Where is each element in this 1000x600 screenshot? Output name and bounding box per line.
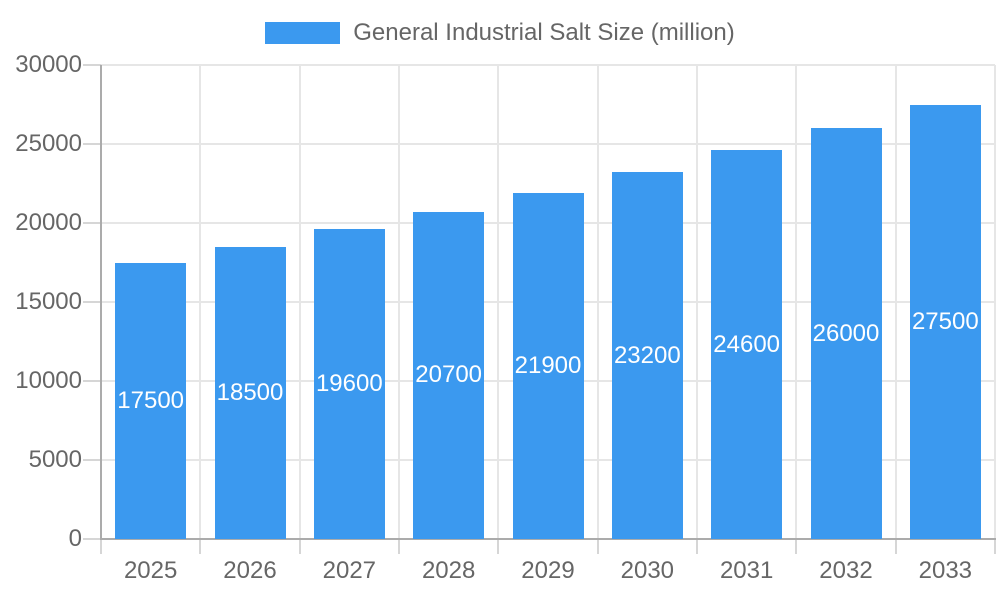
bar[interactable] <box>909 104 981 539</box>
x-tick <box>894 539 897 554</box>
bar-value-label: 17500 <box>117 386 185 414</box>
legend-label: General Industrial Salt Size (million) <box>353 19 735 46</box>
y-tick-label: 0 <box>68 525 82 552</box>
x-tick-label: 2031 <box>719 557 774 584</box>
legend[interactable]: General Industrial Salt Size (million) <box>0 19 1000 47</box>
x-tick <box>398 539 400 554</box>
x-tick-label: 2029 <box>521 557 575 584</box>
x-tick-label: 2033 <box>918 557 973 584</box>
bar[interactable] <box>413 211 485 539</box>
y-tick-label: 20000 <box>15 209 82 236</box>
x-tick <box>497 539 500 554</box>
bar-value-label: 18500 <box>216 378 284 406</box>
x-tick-label: 2028 <box>421 557 476 584</box>
legend-swatch <box>265 22 341 44</box>
bar-value-label: 19600 <box>315 370 383 398</box>
bar[interactable] <box>711 150 783 539</box>
bar[interactable] <box>810 128 882 539</box>
x-tick-label: 2026 <box>223 557 277 584</box>
x-gridline <box>994 65 996 539</box>
x-gridline <box>497 65 500 539</box>
y-axis-line <box>100 65 102 539</box>
y-tick-label: 10000 <box>15 367 82 394</box>
y-tick <box>83 222 101 224</box>
y-tick-label: 25000 <box>15 130 82 157</box>
x-tick <box>596 539 599 554</box>
y-tick-label: 30000 <box>15 51 82 78</box>
bar[interactable] <box>512 192 584 539</box>
y-tick <box>83 538 101 540</box>
bar-value-label: 20700 <box>415 361 483 389</box>
x-gridline <box>795 65 798 539</box>
x-gridline <box>298 65 301 539</box>
bar-value-label: 21900 <box>514 351 582 379</box>
x-tick <box>994 539 996 554</box>
y-tick-label: 5000 <box>28 446 82 473</box>
x-tick-label: 2032 <box>819 557 873 584</box>
x-gridline <box>696 65 698 539</box>
x-tick <box>795 539 798 554</box>
bar[interactable] <box>611 172 683 539</box>
bar-value-label: 23200 <box>613 341 681 369</box>
x-gridline <box>894 65 897 539</box>
y-tick <box>83 459 101 461</box>
x-axis-line <box>100 538 996 540</box>
x-tick <box>100 539 102 554</box>
y-tick <box>83 380 101 382</box>
x-gridline <box>199 65 202 539</box>
bar[interactable] <box>115 262 187 539</box>
y-tick-label: 15000 <box>15 288 82 315</box>
x-tick-label: 2025 <box>123 557 178 584</box>
y-gridline <box>101 64 995 66</box>
y-tick <box>83 143 101 145</box>
y-tick <box>83 64 101 66</box>
y-gridline <box>101 143 995 145</box>
y-tick <box>83 301 101 303</box>
x-tick <box>199 539 202 554</box>
x-gridline <box>596 65 599 539</box>
bar-value-label: 26000 <box>812 319 880 347</box>
bar-value-label: 27500 <box>911 307 979 335</box>
x-tick <box>696 539 698 554</box>
bar[interactable] <box>214 246 286 539</box>
bar-value-label: 24600 <box>713 330 781 358</box>
x-tick-label: 2030 <box>620 557 675 584</box>
bar[interactable] <box>313 229 385 539</box>
x-tick <box>298 539 301 554</box>
x-gridline <box>398 65 400 539</box>
x-tick-label: 2027 <box>322 557 377 584</box>
